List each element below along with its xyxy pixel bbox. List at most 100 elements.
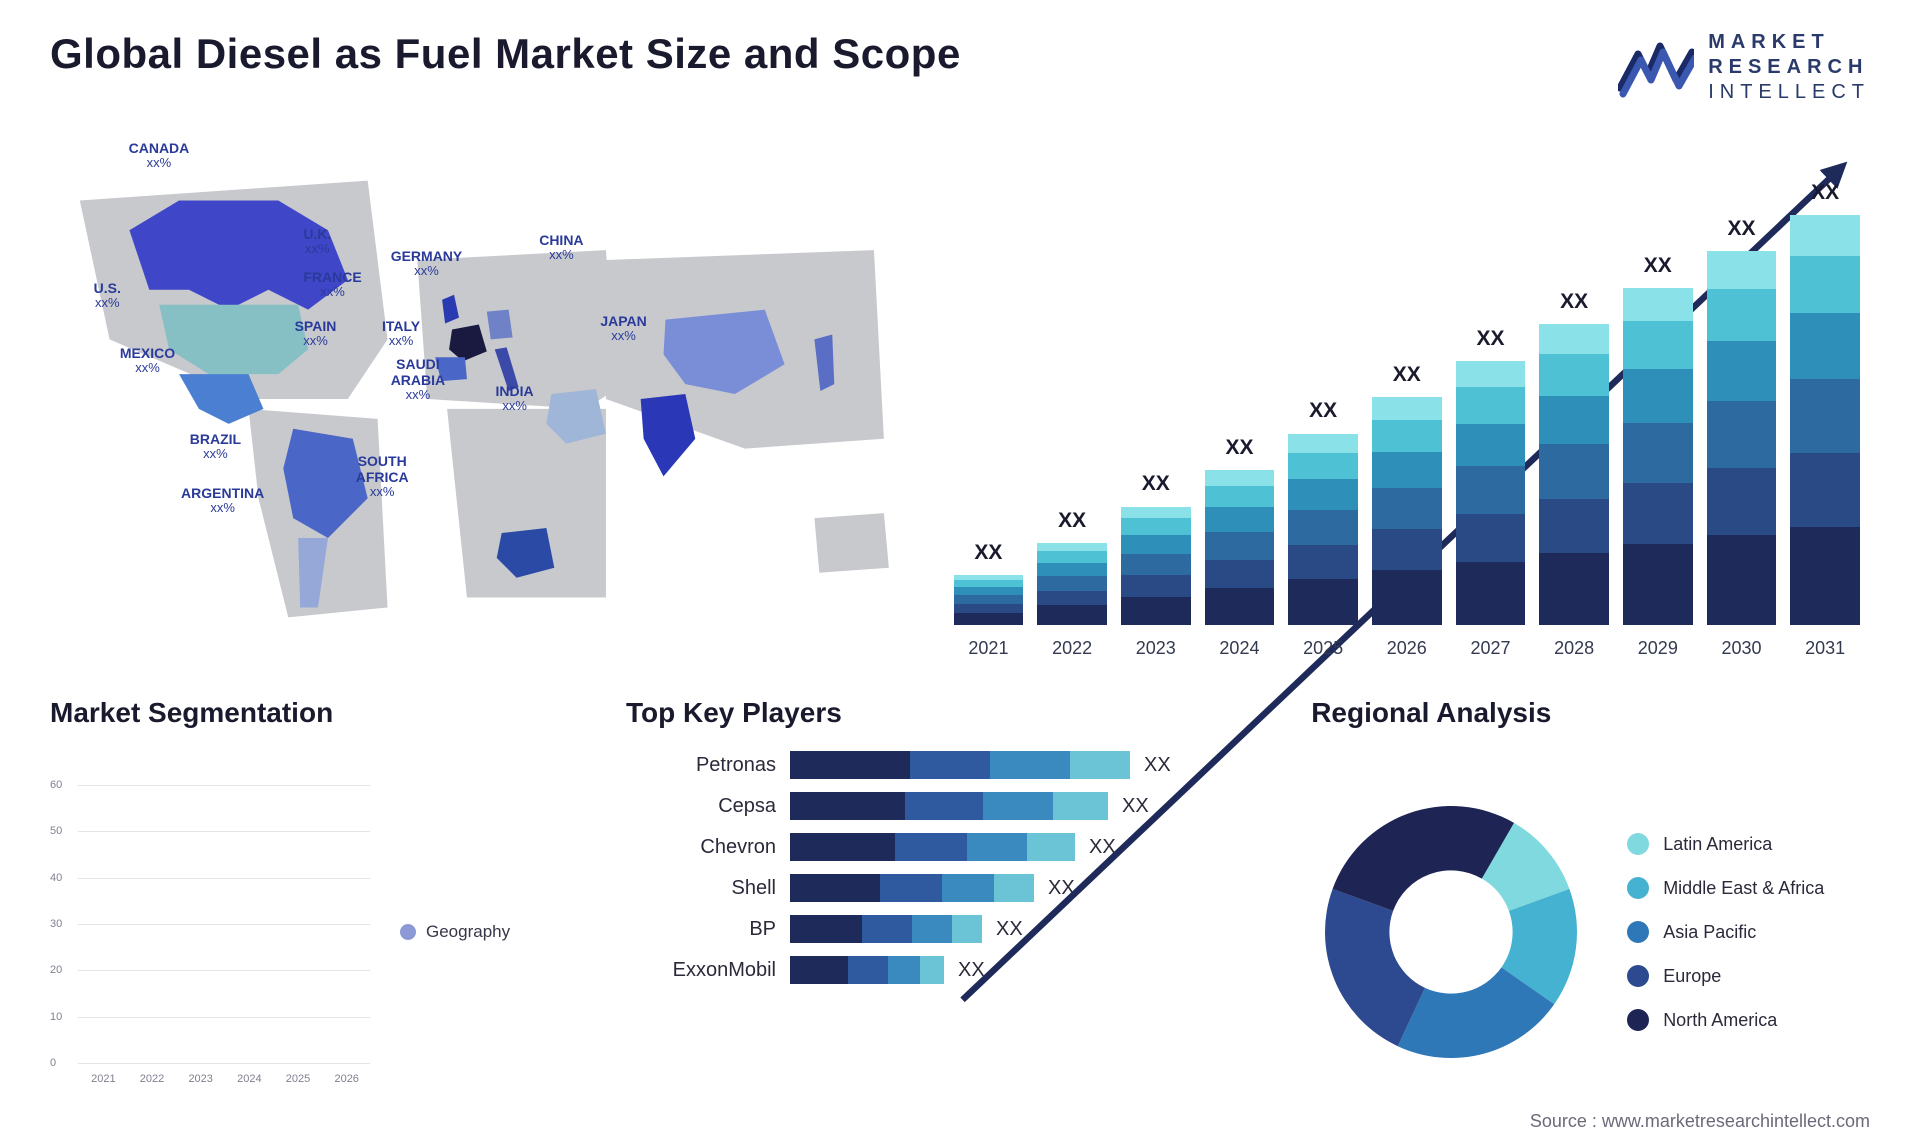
growth-bar-label: XX xyxy=(1372,363,1442,387)
growth-bar-segment xyxy=(1121,575,1191,596)
tkp-bar-segment xyxy=(790,792,905,820)
tkp-bar-segment xyxy=(983,792,1053,820)
growth-bar-segment xyxy=(1288,545,1358,579)
growth-bar-segment xyxy=(1288,434,1358,453)
tkp-bar-segment xyxy=(967,833,1027,861)
tkp-row-petronas: PetronasXX xyxy=(626,751,1281,779)
growth-bar-2030: XX xyxy=(1707,251,1777,625)
growth-bar-2024: XX xyxy=(1205,470,1275,625)
seg-gridline xyxy=(78,1063,370,1064)
growth-bar-segment xyxy=(1037,543,1107,551)
tkp-bar-segment xyxy=(888,956,920,984)
tkp-bar xyxy=(790,751,1130,779)
tkp-bar xyxy=(790,833,1075,861)
growth-bar-segment xyxy=(954,613,1024,625)
growth-bar-segment xyxy=(1372,452,1442,488)
seg-gridline xyxy=(78,831,370,832)
tkp-bar-segment xyxy=(990,751,1070,779)
growth-bar-segment xyxy=(1372,397,1442,420)
seg-gridline xyxy=(78,785,370,786)
legend-dot-icon xyxy=(1627,877,1649,899)
seg-ylabel: 0 xyxy=(50,1057,56,1069)
growth-bar-segment xyxy=(1205,507,1275,532)
growth-bar-segment xyxy=(1623,288,1693,322)
brand-logo: MARKET RESEARCH INTELLECT xyxy=(1618,30,1870,105)
growth-bar-segment xyxy=(1121,518,1191,535)
growth-bar-label: XX xyxy=(1790,181,1860,205)
tkp-bar xyxy=(790,792,1108,820)
growth-bar-segment xyxy=(1205,532,1275,560)
growth-bar-segment xyxy=(1456,387,1526,424)
growth-bar-segment xyxy=(1456,424,1526,466)
growth-bar-label: XX xyxy=(1539,290,1609,314)
growth-bar-label: XX xyxy=(1205,436,1275,460)
growth-bar-segment xyxy=(1372,529,1442,570)
growth-bar-segment xyxy=(1707,251,1777,288)
growth-bar-segment xyxy=(1623,544,1693,625)
growth-bar-segment xyxy=(1790,527,1860,625)
growth-bar-2027: XX xyxy=(1456,361,1526,625)
growth-bar-segment xyxy=(1790,313,1860,379)
growth-bar-label: XX xyxy=(1707,217,1777,241)
market-segmentation-title: Market Segmentation xyxy=(50,697,596,729)
tkp-bar-segment xyxy=(905,792,983,820)
growth-bar-segment xyxy=(1288,579,1358,625)
tkp-row-cepsa: CepsaXX xyxy=(626,792,1281,820)
growth-xlabel: 2027 xyxy=(1456,638,1526,659)
tkp-bar-segment xyxy=(880,874,942,902)
seg-xlabel: 2025 xyxy=(279,1073,318,1085)
map-region-india-shape xyxy=(641,394,696,476)
growth-bar-segment xyxy=(1288,453,1358,480)
seg-xlabel: 2024 xyxy=(230,1073,269,1085)
growth-bar-segment xyxy=(1623,423,1693,484)
market-segmentation-chart: 202120222023202420252026 0102030405060 xyxy=(50,777,370,1087)
tkp-bar-segment xyxy=(862,915,912,943)
growth-bar-2022: XX xyxy=(1037,543,1107,625)
growth-bar-segment xyxy=(1205,588,1275,625)
seg-gridline xyxy=(78,878,370,879)
region-legend-item: Europe xyxy=(1627,965,1824,987)
growth-bar-2031: XX xyxy=(1790,215,1860,625)
growth-bar-segment xyxy=(1623,321,1693,368)
tkp-bar xyxy=(790,915,982,943)
region-legend-item: Asia Pacific xyxy=(1627,921,1824,943)
growth-bar-2023: XX xyxy=(1121,506,1191,625)
growth-bar-segment xyxy=(1037,551,1107,562)
growth-bar-segment xyxy=(1037,591,1107,606)
world-map-svg xyxy=(50,129,924,669)
seg-ylabel: 50 xyxy=(50,825,62,837)
seg-xlabel: 2026 xyxy=(327,1073,366,1085)
seg-xlabel: 2022 xyxy=(133,1073,172,1085)
growth-bar-segment xyxy=(1037,576,1107,591)
growth-bar-segment xyxy=(1121,597,1191,625)
brand-text-1: MARKET xyxy=(1708,30,1870,55)
seg-ylabel: 40 xyxy=(50,872,62,884)
growth-xlabel: 2023 xyxy=(1121,638,1191,659)
growth-xlabel: 2026 xyxy=(1372,638,1442,659)
growth-bar-segment xyxy=(1037,563,1107,576)
tkp-bar-segment xyxy=(790,956,848,984)
seg-gridline xyxy=(78,970,370,971)
growth-bar-segment xyxy=(954,604,1024,613)
growth-xlabel: 2029 xyxy=(1623,638,1693,659)
tkp-value: XX xyxy=(996,918,1023,941)
growth-bar-segment xyxy=(1205,486,1275,508)
region-legend-label: North America xyxy=(1663,1010,1777,1031)
tkp-bar-segment xyxy=(790,874,880,902)
market-segmentation-panel: Market Segmentation 20212022202320242025… xyxy=(50,697,596,1117)
growth-bar-segment xyxy=(954,587,1024,595)
tkp-value: XX xyxy=(1122,795,1149,818)
tkp-bar xyxy=(790,874,1034,902)
region-legend-item: North America xyxy=(1627,1009,1824,1031)
growth-bar-segment xyxy=(1121,507,1191,519)
growth-bar-segment xyxy=(954,595,1024,604)
map-region-germany-shape xyxy=(487,310,513,340)
growth-bar-segment xyxy=(1205,560,1275,588)
growth-bar-segment xyxy=(1456,361,1526,387)
growth-bar-segment xyxy=(1372,570,1442,625)
donut-slice-4 xyxy=(1333,806,1514,911)
tkp-name: Shell xyxy=(626,877,776,900)
growth-bar-segment xyxy=(1205,470,1275,486)
growth-bar-label: XX xyxy=(954,541,1024,565)
seg-ylabel: 60 xyxy=(50,779,62,791)
